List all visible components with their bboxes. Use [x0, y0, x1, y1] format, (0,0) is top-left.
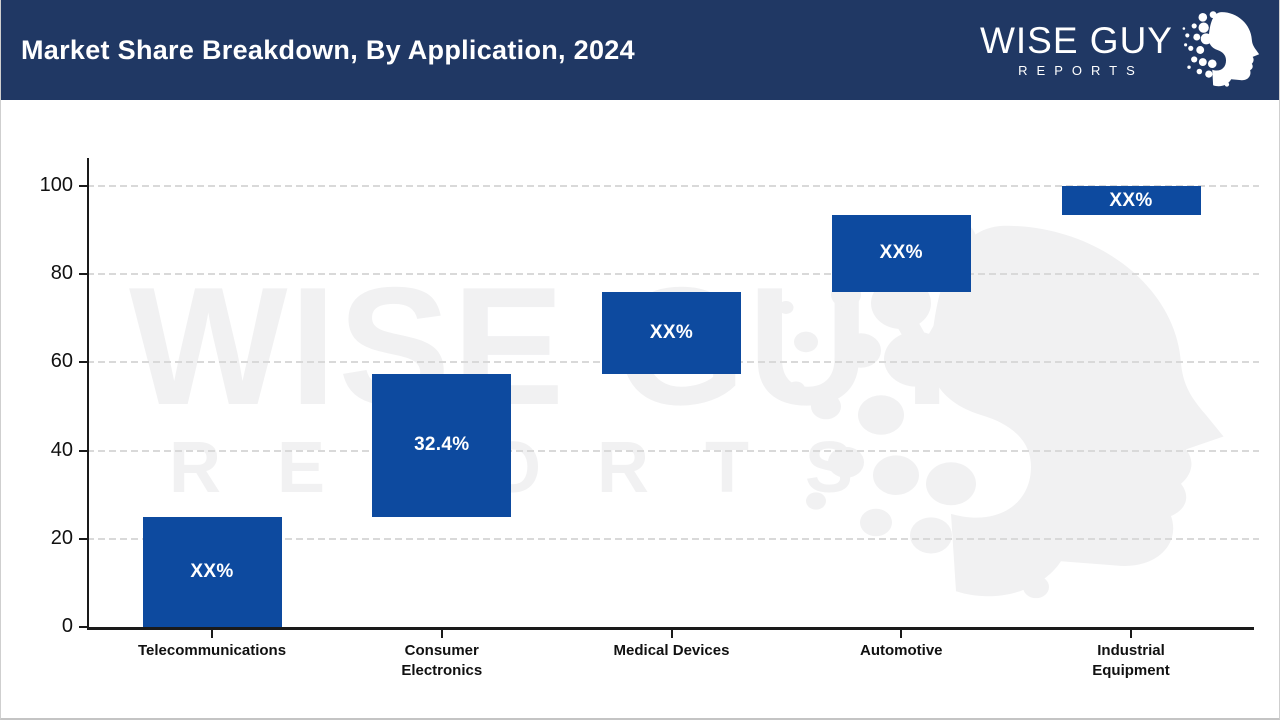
bar-value-label: 32.4%: [414, 434, 470, 456]
chart-bar: XX%: [602, 291, 741, 374]
x-category-label-line: Automotive: [860, 642, 943, 659]
bar-value-label: XX%: [190, 560, 234, 582]
gridline: [87, 449, 1259, 452]
gridline: [87, 185, 1259, 187]
brand-logo-text: WISE GUY REPORTS: [980, 22, 1173, 78]
y-tick-mark: [79, 626, 87, 628]
y-tick-label: 60: [50, 350, 73, 373]
y-tick-label: 20: [50, 526, 73, 549]
x-category-label-line: Medical Devices: [613, 642, 730, 659]
x-tick-mark: [900, 630, 903, 638]
brand-head-icon: [1182, 11, 1260, 87]
x-category-label-line: Equipment: [1092, 662, 1170, 680]
y-tick-label: 0: [61, 615, 73, 637]
x-category-label: Consumer Electronics: [332, 641, 552, 682]
chart-bar: XX%: [1061, 186, 1201, 216]
y-tick-mark: [79, 449, 87, 452]
chart-bar: 32.4%: [372, 373, 512, 517]
bar-value-label: XX%: [1109, 189, 1153, 211]
x-category-label-line: Telecommunications: [137, 642, 287, 659]
y-tick-label: 100: [39, 174, 73, 196]
y-tick-label: 80: [50, 262, 73, 285]
x-tick-mark: [670, 630, 673, 638]
x-category-label: Industrial Equipment: [1021, 641, 1241, 682]
x-category-label-line: Industrial: [1097, 642, 1165, 659]
x-category-label-line: Electronics: [401, 662, 483, 680]
brand-logo: WISE GUY REPORTS: [980, 7, 1263, 93]
brand-subtitle: REPORTS: [1018, 63, 1144, 78]
y-tick-mark: [79, 537, 87, 540]
gridline: [87, 537, 1259, 540]
y-tick-mark: [79, 273, 87, 276]
x-tick-mark: [1130, 630, 1132, 638]
x-tick-mark: [211, 630, 213, 638]
bar-value-label: XX%: [649, 321, 694, 343]
header-bar: Market Share Breakdown, By Application, …: [1, 0, 1279, 100]
brand-name: WISE GUY: [979, 20, 1173, 61]
x-category-label: Medical Devices: [562, 641, 782, 661]
y-tick-mark: [79, 361, 87, 364]
chart-bar: XX%: [142, 516, 282, 627]
x-category-label: Telecommunications: [102, 641, 322, 661]
chart-title: Market Share Breakdown, By Application, …: [21, 34, 635, 65]
x-category-label-line: Consumer: [404, 642, 479, 659]
x-category-label: Automotive: [791, 641, 1011, 661]
x-axis: [87, 627, 1254, 630]
y-tick-mark: [79, 185, 87, 187]
y-tick-label: 40: [50, 438, 73, 461]
bar-value-label: XX%: [879, 242, 923, 264]
chart-bar: XX%: [831, 215, 971, 292]
x-tick-mark: [440, 630, 443, 638]
gridline: [87, 273, 1259, 276]
y-axis: [87, 158, 89, 630]
